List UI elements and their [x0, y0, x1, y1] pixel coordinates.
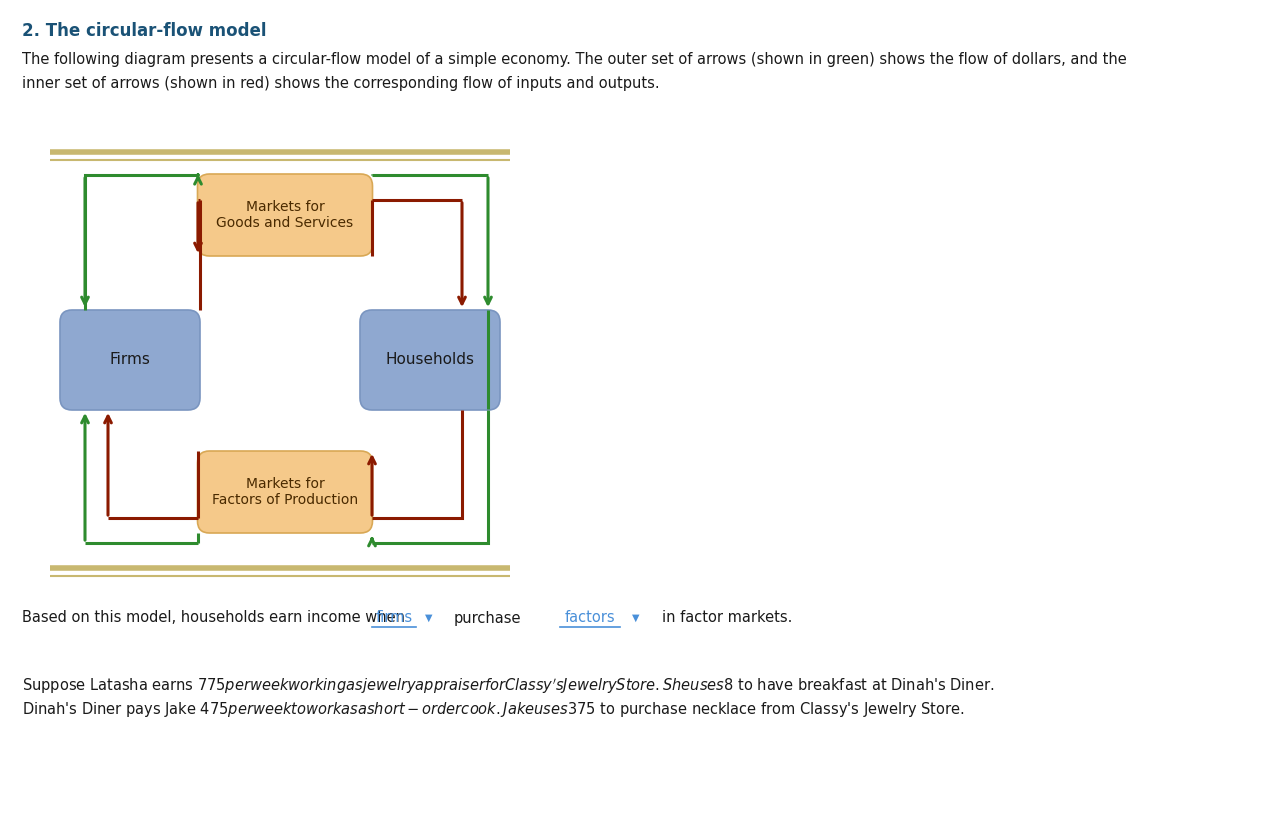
Text: purchase: purchase — [454, 610, 521, 625]
Text: ▼: ▼ — [425, 613, 433, 623]
Text: Suppose Latasha earns $775 per week working as jewelry appraiser for Classy's Je: Suppose Latasha earns $775 per week work… — [22, 676, 995, 696]
Text: Markets for
Factors of Production: Markets for Factors of Production — [212, 477, 358, 507]
Text: inner set of arrows (shown in red) shows the corresponding flow of inputs and ou: inner set of arrows (shown in red) shows… — [22, 76, 659, 91]
Text: firms: firms — [375, 610, 412, 625]
Text: Firms: Firms — [110, 352, 151, 367]
Text: Households: Households — [385, 352, 475, 367]
Text: Based on this model, households earn income when: Based on this model, households earn inc… — [22, 610, 404, 625]
Text: Markets for
Goods and Services: Markets for Goods and Services — [216, 200, 353, 230]
Text: The following diagram presents a circular-flow model of a simple economy. The ou: The following diagram presents a circula… — [22, 52, 1126, 67]
Text: ▼: ▼ — [632, 613, 640, 623]
Text: 2. The circular-flow model: 2. The circular-flow model — [22, 22, 266, 40]
Text: Dinah's Diner pays Jake $475 per week to work as a short-order cook. Jake uses $: Dinah's Diner pays Jake $475 per week to… — [22, 700, 965, 719]
FancyBboxPatch shape — [360, 310, 500, 410]
FancyBboxPatch shape — [60, 310, 200, 410]
Text: in factor markets.: in factor markets. — [662, 610, 792, 625]
Text: factors: factors — [564, 610, 616, 625]
FancyBboxPatch shape — [197, 174, 372, 256]
FancyBboxPatch shape — [197, 451, 372, 533]
